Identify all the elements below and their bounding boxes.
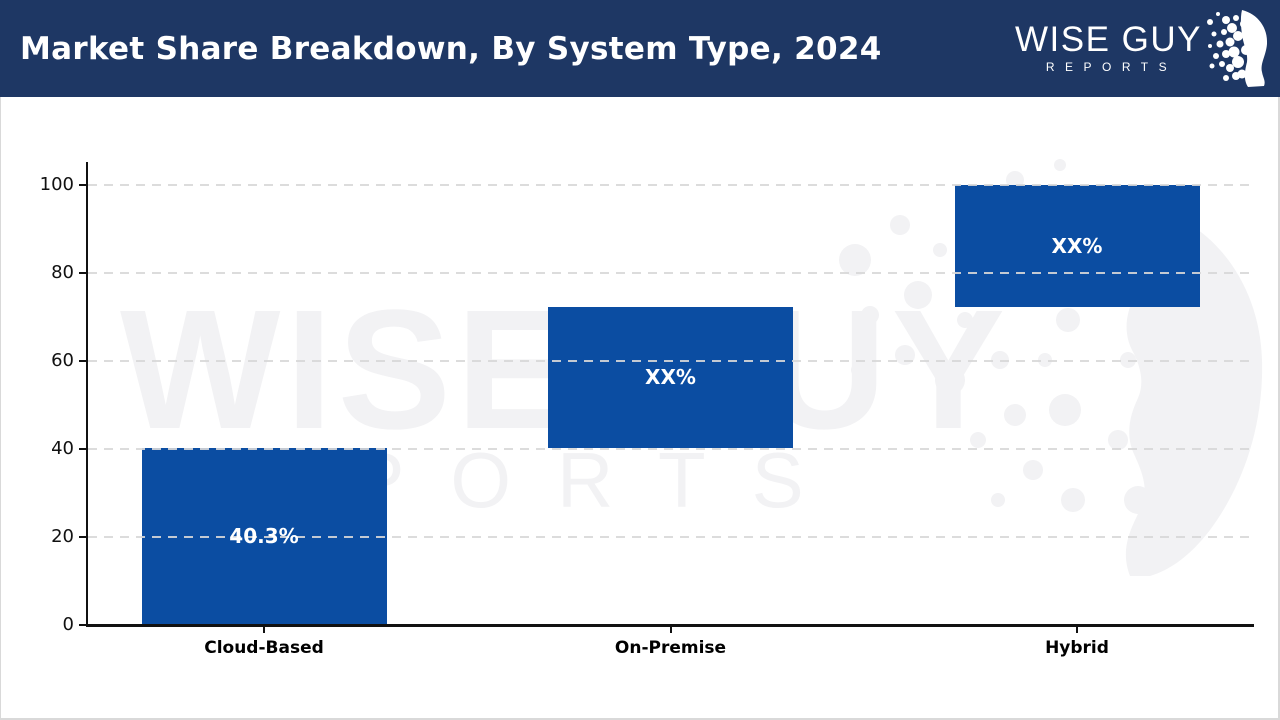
bar-value-label: 40.3% — [229, 524, 299, 549]
bar-value-label: XX% — [1051, 233, 1103, 258]
logo-subtitle: REPORTS — [1045, 60, 1178, 75]
y-tick-mark — [79, 536, 88, 538]
x-tick-mark — [1076, 625, 1078, 633]
bar-value-label: XX% — [645, 365, 696, 390]
gridline — [88, 360, 1253, 362]
plot-area: 0 20 40 60 80 100 40.3% Cloud-Based XX% On-Premis… — [0, 97, 1280, 720]
y-tick-mark — [79, 360, 88, 362]
y-axis-line — [86, 162, 88, 626]
wise-guy-reports-logo: WISE GUY REPORTS — [1015, 8, 1268, 88]
bottom-border — [0, 718, 1280, 720]
bar-hybrid — [954, 185, 1200, 307]
y-tick-label: 80 — [51, 262, 74, 283]
x-axis-label-cloud-based: Cloud-Based — [204, 638, 324, 658]
y-tick-label: 60 — [51, 350, 74, 371]
y-tick-mark — [79, 448, 88, 450]
x-axis-label-hybrid: Hybrid — [1045, 638, 1109, 658]
left-border — [0, 97, 1, 720]
gridline — [88, 184, 1253, 186]
chart-title: Market Share Breakdown, By System Type, … — [20, 30, 882, 67]
gridline — [88, 448, 1253, 450]
x-axis-label-on-premise: On-Premise — [614, 638, 727, 658]
bar-on-premise — [548, 306, 793, 448]
x-tick-mark — [669, 625, 672, 633]
logo-face-icon — [1207, 10, 1268, 87]
x-tick-mark — [263, 625, 265, 633]
logo-text: WISE GUY REPORTS — [1014, 19, 1202, 75]
gridline — [88, 272, 1253, 274]
gridline — [88, 536, 1253, 538]
y-tick-label: 20 — [51, 526, 74, 547]
logo-wordmark: WISE GUY — [1014, 19, 1202, 59]
x-axis-line — [86, 624, 1254, 627]
y-tick-mark — [79, 184, 88, 186]
y-tick-label: 100 — [39, 174, 74, 195]
header-bar: Market Share Breakdown, By System Type, … — [0, 0, 1280, 97]
right-border — [1278, 97, 1280, 720]
y-tick-label: 40 — [51, 438, 74, 459]
y-tick-mark — [79, 272, 88, 274]
y-tick-mark — [79, 624, 88, 626]
y-tick-label: 0 — [62, 614, 74, 635]
